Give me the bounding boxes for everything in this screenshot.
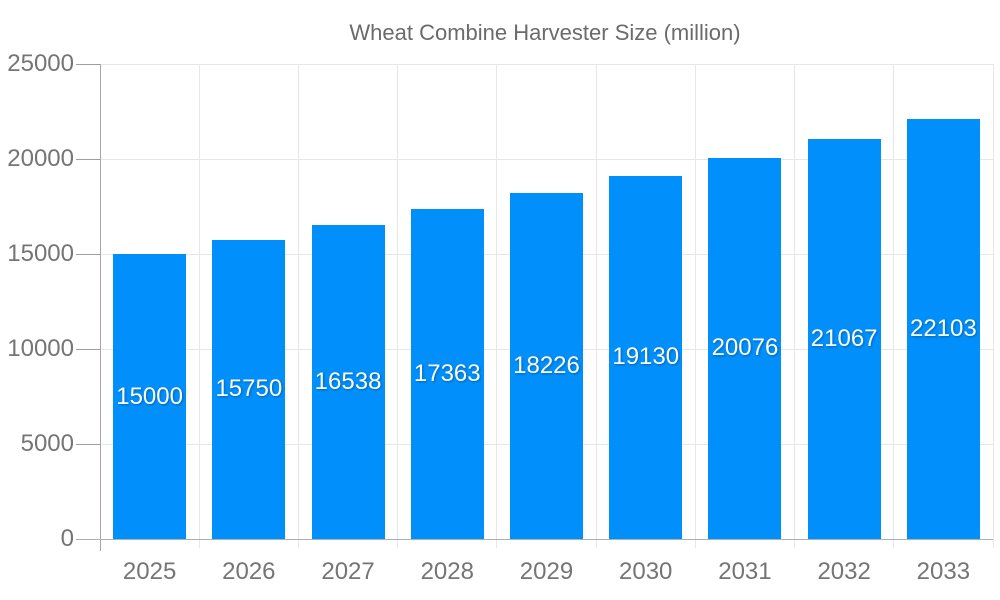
bar-2027[interactable] bbox=[311, 224, 385, 539]
x-axis-line bbox=[76, 538, 993, 540]
x-axis-tick-label: 2030 bbox=[619, 558, 673, 585]
gridline-v bbox=[397, 64, 399, 548]
bar-value-label: 19130 bbox=[612, 343, 680, 371]
gridline-v bbox=[496, 64, 498, 548]
bar-2032[interactable] bbox=[807, 138, 881, 539]
y-axis-tick-label: 10000 bbox=[7, 335, 74, 362]
gridline-v bbox=[694, 64, 696, 548]
bar-2033[interactable] bbox=[906, 119, 980, 539]
bar-2025[interactable] bbox=[113, 254, 187, 539]
y-axis-line bbox=[99, 64, 101, 551]
y-axis-tick-label: 25000 bbox=[7, 50, 74, 77]
bar-value-label: 15750 bbox=[215, 375, 283, 403]
legend-swatch[interactable] bbox=[259, 22, 333, 44]
y-axis-tick-label: 15000 bbox=[7, 240, 74, 267]
gridline-h bbox=[100, 158, 993, 160]
legend-label[interactable]: Wheat Combine Harvester Size (million) bbox=[349, 20, 741, 45]
y-axis-tick-label: 0 bbox=[60, 525, 74, 552]
x-axis-tick-label: 2026 bbox=[222, 558, 276, 585]
x-axis-tick-label: 2025 bbox=[122, 558, 177, 585]
x-axis-tick-label: 2031 bbox=[718, 558, 772, 585]
gridline-v bbox=[893, 64, 895, 548]
x-axis-tick-label: 2029 bbox=[519, 558, 574, 585]
x-axis-tick-label: 2027 bbox=[321, 558, 375, 585]
bar-value-label: 17363 bbox=[413, 360, 481, 388]
bar-value-label: 15000 bbox=[116, 382, 183, 410]
x-axis-tick-label: 2033 bbox=[916, 558, 971, 585]
gridline-h bbox=[100, 63, 993, 65]
bar-2026[interactable] bbox=[212, 239, 286, 539]
y-axis-tick bbox=[76, 63, 100, 65]
bar-2028[interactable] bbox=[410, 209, 484, 539]
x-axis-tick-label: 2032 bbox=[817, 558, 871, 585]
gridline-v bbox=[198, 64, 200, 548]
gridline-v bbox=[992, 64, 994, 548]
bar-value-label: 21067 bbox=[810, 324, 878, 352]
bar-2030[interactable] bbox=[609, 175, 683, 539]
bar-2031[interactable] bbox=[708, 157, 782, 539]
gridline-v bbox=[297, 64, 299, 548]
y-axis-tick bbox=[76, 443, 100, 445]
y-axis-tick-label: 5000 bbox=[20, 430, 74, 457]
x-axis-tick-label: 2028 bbox=[420, 558, 474, 585]
y-axis-tick-label: 20000 bbox=[7, 145, 74, 172]
bar-value-label: 22103 bbox=[910, 315, 977, 343]
y-axis-tick bbox=[76, 253, 100, 255]
gridline-v bbox=[794, 64, 796, 548]
bar-2029[interactable] bbox=[510, 192, 583, 539]
y-axis-tick bbox=[76, 158, 100, 160]
legend: Wheat Combine Harvester Size (million) bbox=[0, 20, 1000, 46]
bar-value-label: 20076 bbox=[711, 334, 779, 362]
gridline-v bbox=[595, 64, 597, 548]
bar-value-label: 18226 bbox=[513, 351, 580, 379]
bar-value-label: 16538 bbox=[314, 367, 382, 395]
y-axis-tick bbox=[76, 348, 100, 350]
